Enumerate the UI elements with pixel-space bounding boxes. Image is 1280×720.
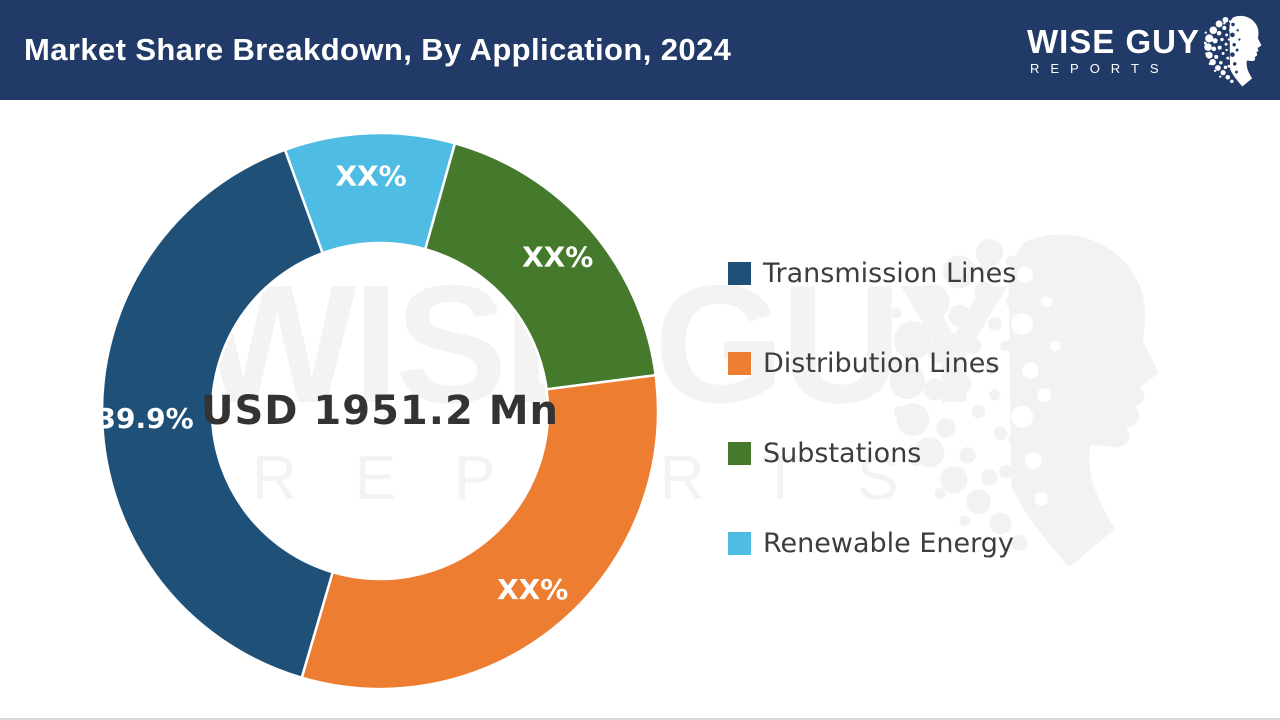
donut-segment-substations <box>424 142 657 391</box>
chart-area: WISE GUY REPORTS XX%XX%XX%39.9% USD 1951… <box>0 100 1280 718</box>
legend-swatch-substations <box>728 442 751 465</box>
legend-item-transmission-lines: Transmission Lines <box>728 260 1016 287</box>
page-title: Market Share Breakdown, By Application, … <box>24 32 732 67</box>
segment-value-label-substations: XX% <box>522 241 593 274</box>
logo-subtext: REPORTS <box>1029 61 1170 76</box>
legend-label-distribution-lines: Distribution Lines <box>763 348 1000 379</box>
logo-text: WISE GUY REPORTS <box>1027 25 1200 75</box>
logo-wordmark: WISE GUY <box>1026 23 1200 60</box>
wiseguy-face-icon <box>1204 15 1262 87</box>
legend-label-transmission-lines: Transmission Lines <box>763 258 1017 289</box>
legend-label-renewable-energy: Renewable Energy <box>763 528 1014 559</box>
donut-segment-distribution-lines <box>300 373 660 691</box>
wiseguy-logo: WISE GUY REPORTS <box>1027 12 1262 88</box>
legend-item-substations: Substations <box>728 440 1016 467</box>
legend-swatch-distribution-lines <box>728 352 751 375</box>
legend-item-renewable-energy: Renewable Energy <box>728 530 1016 557</box>
header: Market Share Breakdown, By Application, … <box>0 0 1280 100</box>
donut-center-label: USD 1951.2 Mn <box>201 388 559 434</box>
legend-swatch-transmission-lines <box>728 262 751 285</box>
legend-swatch-renewable-energy <box>728 532 751 555</box>
donut-segment-transmission-lines <box>100 148 334 679</box>
legend-label-substations: Substations <box>763 438 922 469</box>
segment-value-label-transmission-lines: 39.9% <box>97 402 194 435</box>
bottom-divider <box>0 718 1280 720</box>
segment-value-label-renewable-energy: XX% <box>335 160 406 193</box>
donut-chart: XX% XX% XX% 39.9% <box>97 131 660 691</box>
segment-value-label-distribution-lines: XX% <box>497 573 568 606</box>
legend: Transmission Lines Distribution Lines Su… <box>728 260 1016 620</box>
legend-item-distribution-lines: Distribution Lines <box>728 350 1016 377</box>
